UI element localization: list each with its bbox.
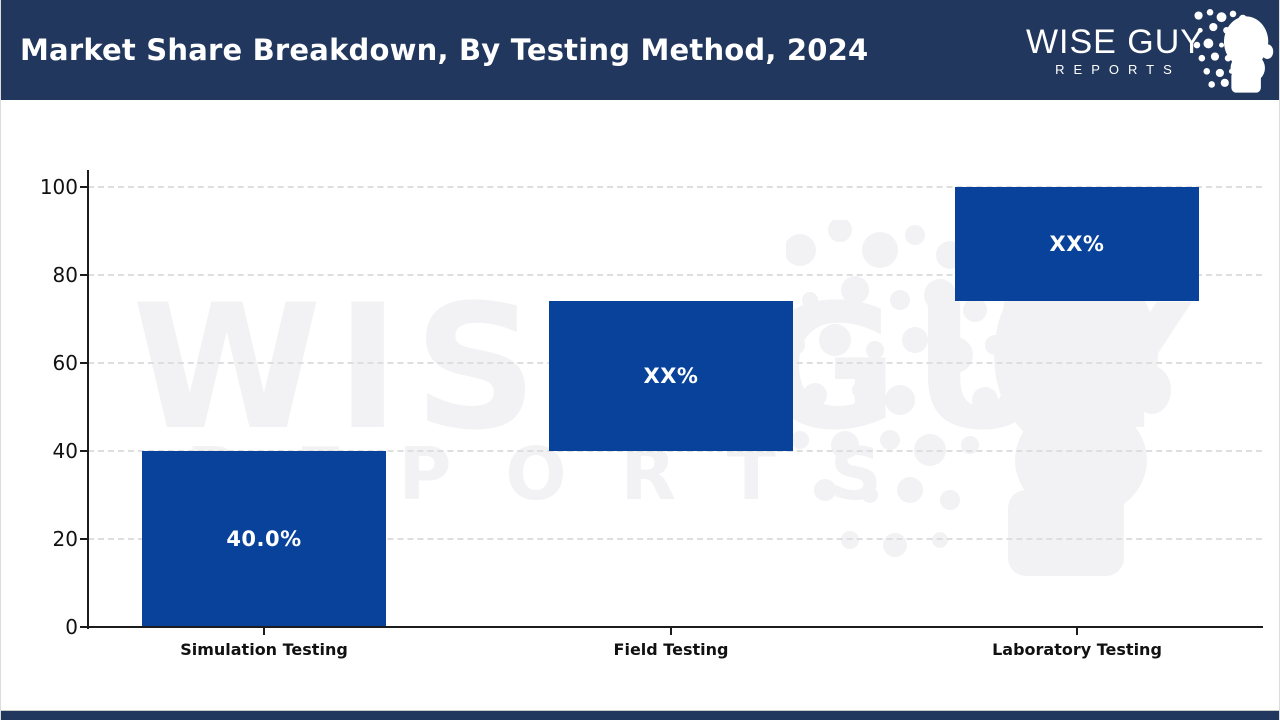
chart-title: Market Share Breakdown, By Testing Metho… — [20, 33, 869, 67]
bar-simulation-testing: 40.0% — [142, 451, 386, 627]
gridline-y-80 — [88, 274, 1262, 276]
logo-text: WISE GUY REPORTS — [1026, 25, 1204, 76]
bar-laboratory-testing: XX% — [955, 187, 1199, 302]
y-tick-mark-0 — [80, 626, 88, 628]
logo-wordmark: WISE GUY — [1025, 22, 1204, 61]
logo-subtitle: REPORTS — [1055, 61, 1181, 77]
y-tick-mark-40 — [80, 450, 88, 452]
x-category-label-laboratory-testing: Laboratory Testing — [992, 640, 1162, 659]
bar-field-testing: XX% — [549, 301, 793, 451]
y-tick-label-20: 20 — [52, 527, 78, 551]
x-tick-mark-simulation-testing — [263, 627, 265, 635]
x-axis-line — [87, 626, 1263, 628]
gridline-y-20 — [88, 538, 1262, 540]
wise-guy-reports-logo: WISE GUY REPORTS — [1026, 0, 1274, 100]
y-tick-mark-20 — [80, 538, 88, 540]
header-bar: Market Share Breakdown, By Testing Metho… — [0, 0, 1280, 100]
bar-value-label: XX% — [643, 364, 699, 389]
y-tick-label-100: 100 — [39, 175, 78, 199]
logo-head-icon — [1193, 9, 1274, 93]
y-tick-label-40: 40 — [52, 439, 78, 463]
y-axis-line — [87, 170, 89, 629]
gridline-y-40 — [88, 450, 1262, 452]
y-tick-mark-60 — [80, 362, 88, 364]
y-tick-label-80: 80 — [52, 263, 78, 287]
bar-value-label: XX% — [1049, 232, 1105, 257]
x-category-label-field-testing: Field Testing — [613, 640, 729, 659]
x-tick-mark-field-testing — [670, 627, 672, 635]
x-tick-mark-laboratory-testing — [1076, 627, 1078, 635]
x-category-label-simulation-testing: Simulation Testing — [180, 640, 348, 659]
gridline-y-100 — [88, 186, 1262, 188]
y-tick-mark-100 — [80, 186, 88, 188]
bar-value-label: 40.0% — [226, 527, 302, 551]
y-tick-label-0: 0 — [65, 615, 78, 639]
y-tick-label-60: 60 — [52, 351, 78, 375]
y-tick-mark-80 — [80, 274, 88, 276]
footer-bar — [0, 710, 1280, 720]
